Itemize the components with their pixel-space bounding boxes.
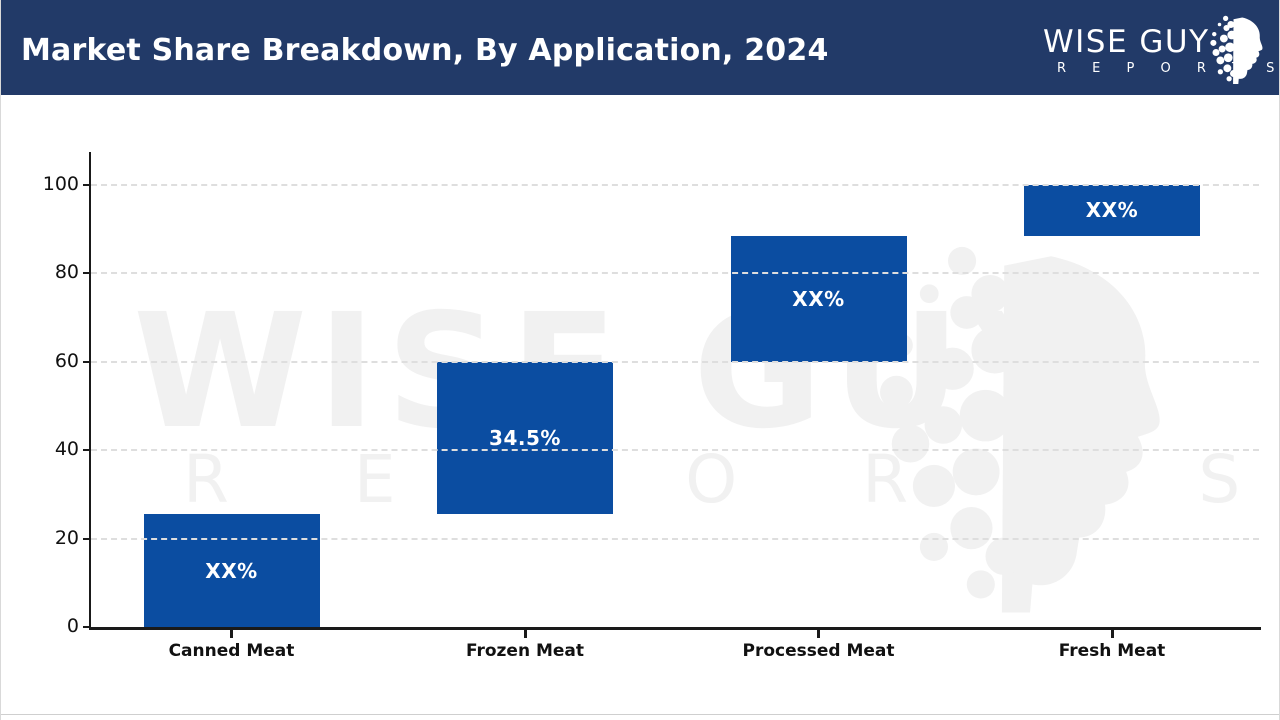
logo-dotted-head-icon <box>1210 15 1263 84</box>
y-axis-tick-label: 80 <box>54 261 79 284</box>
x-axis-category-label: Processed Meat <box>742 641 895 661</box>
gridline-60 <box>91 360 1259 363</box>
bar-fresh-meat: XX% <box>1024 185 1200 236</box>
bar-value-label: 34.5% <box>489 426 561 451</box>
x-axis-category-label: Frozen Meat <box>465 641 585 661</box>
logo-wiseguy-text: WISE GUY <box>1043 24 1210 60</box>
y-tick-mark <box>83 360 90 363</box>
y-tick-mark <box>83 272 90 275</box>
bar-frozen-meat: 34.5% <box>437 361 613 515</box>
footer-divider-line <box>1 714 1279 715</box>
bar-canned-meat: XX% <box>143 514 320 627</box>
y-tick-mark <box>83 626 90 628</box>
x-axis-category-label: Fresh Meat <box>1058 641 1166 661</box>
y-axis-tick-label: 40 <box>54 438 79 461</box>
bar-value-label: XX% <box>1085 198 1139 223</box>
y-axis-tick-label: 100 <box>42 173 79 195</box>
x-axis-line <box>89 627 1261 630</box>
gridline-80 <box>91 272 1259 275</box>
x-tick-mark <box>523 630 527 638</box>
y-tick-mark <box>83 537 90 540</box>
bar-value-label: XX% <box>205 558 258 583</box>
y-axis-tick-label: 20 <box>54 526 79 549</box>
y-axis-tick-label: 0 <box>66 615 79 637</box>
x-axis-category-label: Canned Meat <box>168 641 295 661</box>
gridline-40 <box>91 449 1259 452</box>
chart-title: Market Share Breakdown, By Application, … <box>21 33 829 68</box>
y-axis-line <box>89 152 91 630</box>
y-tick-mark <box>83 184 90 186</box>
x-tick-mark <box>1110 630 1114 638</box>
bar-processed-meat: XX% <box>730 235 907 362</box>
x-tick-mark <box>817 630 820 638</box>
gridline-100 <box>91 184 1259 186</box>
y-tick-mark <box>83 449 90 452</box>
wiseguy-logo: WISE GUY R E P O R T S <box>1015 8 1274 88</box>
y-axis-tick-label: 60 <box>54 349 79 372</box>
x-tick-mark <box>230 630 233 638</box>
header-bar: Market Share Breakdown, By Application, … <box>1 0 1279 95</box>
gridline-20 <box>91 537 1259 540</box>
bar-value-label: XX% <box>792 286 845 311</box>
